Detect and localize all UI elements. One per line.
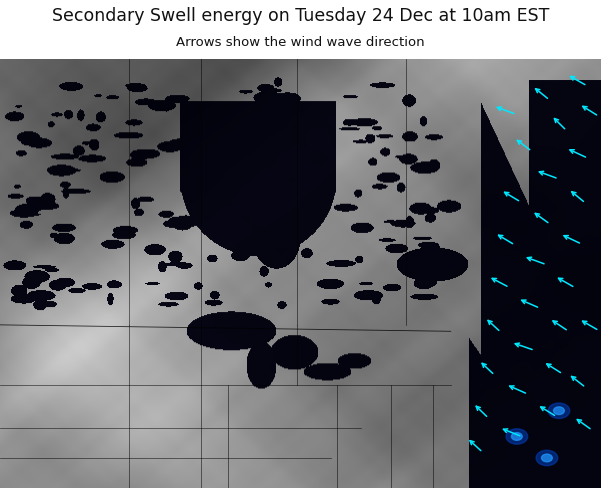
- Text: Arrows show the wind wave direction: Arrows show the wind wave direction: [176, 36, 425, 49]
- Circle shape: [542, 454, 552, 462]
- Text: Secondary Swell energy on Tuesday 24 Dec at 10am EST: Secondary Swell energy on Tuesday 24 Dec…: [52, 7, 549, 25]
- Circle shape: [554, 407, 564, 415]
- Circle shape: [536, 450, 558, 466]
- Circle shape: [506, 429, 528, 444]
- Circle shape: [548, 403, 570, 419]
- Circle shape: [511, 433, 522, 441]
